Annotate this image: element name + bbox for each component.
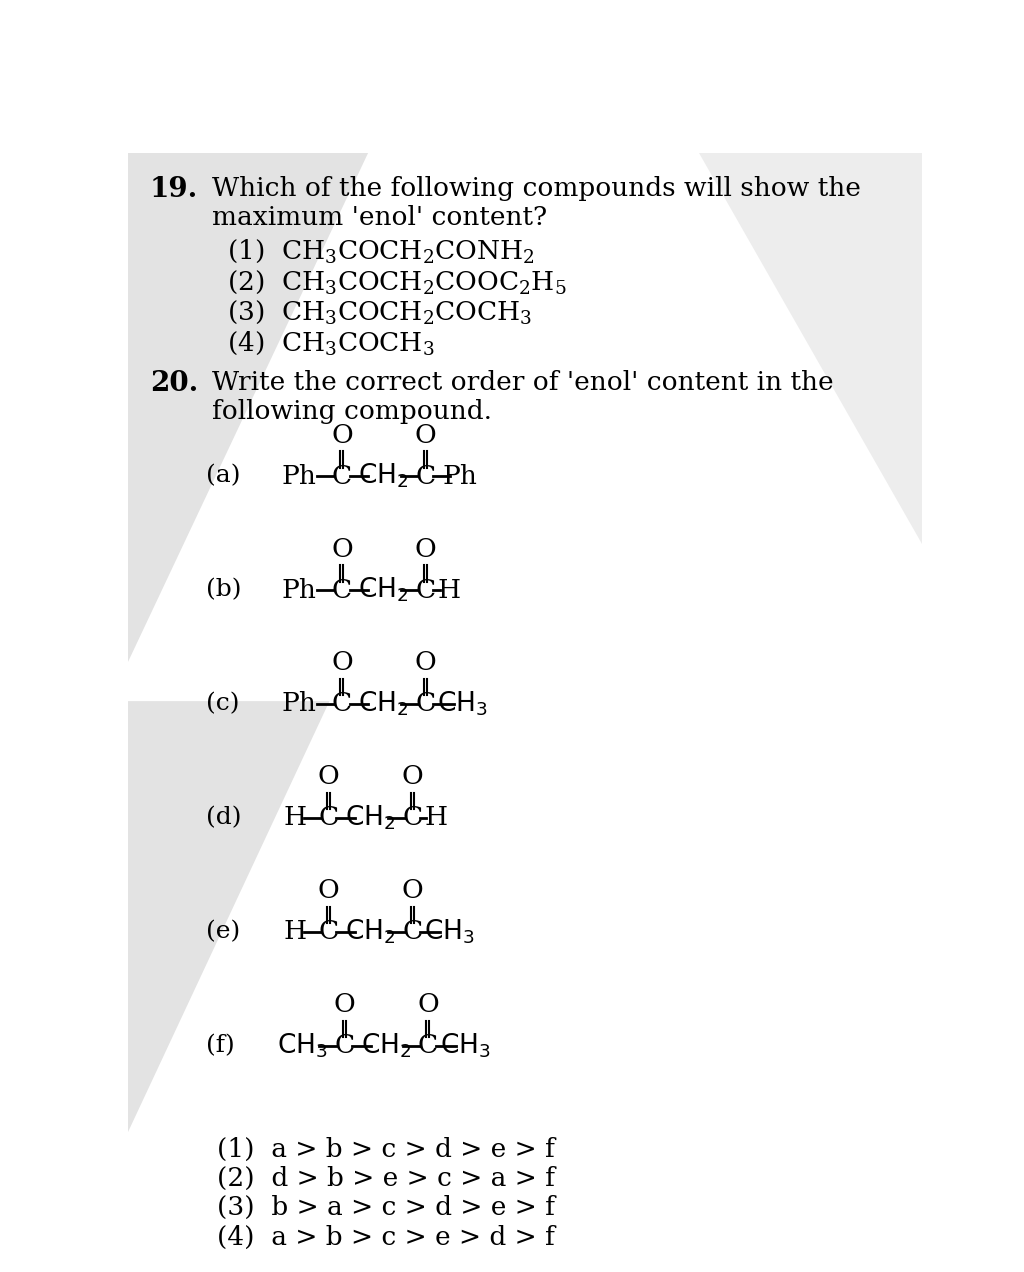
Text: O: O bbox=[317, 879, 340, 903]
Text: C: C bbox=[332, 577, 352, 603]
Text: C: C bbox=[416, 463, 435, 488]
Text: C: C bbox=[334, 1033, 354, 1058]
Text: Which of the following compounds will show the: Which of the following compounds will sh… bbox=[212, 176, 860, 201]
Text: (e): (e) bbox=[206, 921, 240, 944]
Polygon shape bbox=[699, 153, 922, 544]
Text: H: H bbox=[437, 577, 461, 603]
Text: (c): (c) bbox=[206, 692, 239, 715]
Text: (2)  d > b > e > c > a > f: (2) d > b > e > c > a > f bbox=[217, 1166, 555, 1191]
Text: H: H bbox=[424, 805, 447, 831]
Text: O: O bbox=[401, 879, 423, 903]
Text: C: C bbox=[332, 463, 352, 488]
Text: 19.: 19. bbox=[150, 176, 198, 202]
Text: $\mathregular{CH_2}$: $\mathregular{CH_2}$ bbox=[358, 689, 409, 719]
Text: maximum 'enol' content?: maximum 'enol' content? bbox=[212, 205, 547, 230]
Polygon shape bbox=[128, 701, 330, 1132]
Text: C: C bbox=[402, 920, 423, 944]
Text: $\mathregular{CH_2}$: $\mathregular{CH_2}$ bbox=[360, 1032, 412, 1060]
Text: O: O bbox=[331, 422, 353, 448]
Text: O: O bbox=[334, 992, 355, 1018]
Text: $\mathregular{CH_2}$: $\mathregular{CH_2}$ bbox=[345, 917, 396, 946]
Text: C: C bbox=[318, 920, 339, 944]
Text: O: O bbox=[317, 764, 340, 790]
Text: Ph: Ph bbox=[281, 577, 316, 603]
Text: O: O bbox=[417, 992, 439, 1018]
Text: $\mathregular{CH_3}$: $\mathregular{CH_3}$ bbox=[278, 1032, 328, 1060]
Text: Ph: Ph bbox=[281, 463, 316, 488]
Text: $\mathregular{CH_2}$: $\mathregular{CH_2}$ bbox=[358, 462, 409, 490]
Text: C: C bbox=[418, 1033, 438, 1058]
Text: C: C bbox=[416, 577, 435, 603]
Text: O: O bbox=[415, 650, 436, 675]
Text: (b): (b) bbox=[206, 579, 241, 602]
Text: O: O bbox=[415, 422, 436, 448]
Text: following compound.: following compound. bbox=[212, 399, 492, 424]
Text: $\mathregular{CH_3}$: $\mathregular{CH_3}$ bbox=[437, 689, 488, 719]
Text: Ph: Ph bbox=[442, 463, 477, 488]
Text: C: C bbox=[402, 805, 423, 831]
Text: (4)  a > b > c > e > d > f: (4) a > b > c > e > d > f bbox=[217, 1225, 555, 1249]
Text: Ph: Ph bbox=[281, 692, 316, 716]
Text: (2)  $\mathregular{CH_3COCH_2COOC_2H_5}$: (2) $\mathregular{CH_3COCH_2COOC_2H_5}$ bbox=[227, 268, 567, 295]
Text: $\mathregular{CH_2}$: $\mathregular{CH_2}$ bbox=[345, 804, 396, 832]
Text: $\mathregular{CH_3}$: $\mathregular{CH_3}$ bbox=[439, 1032, 490, 1060]
Text: (1)  $\mathregular{CH_3COCH_2CONH_2}$: (1) $\mathregular{CH_3COCH_2CONH_2}$ bbox=[227, 238, 535, 265]
Text: (3)  b > a > c > d > e > f: (3) b > a > c > d > e > f bbox=[217, 1196, 555, 1220]
Text: (3)  $\mathregular{CH_3COCH_2COCH_3}$: (3) $\mathregular{CH_3COCH_2COCH_3}$ bbox=[227, 299, 532, 327]
Text: H: H bbox=[283, 920, 306, 944]
Text: (4)  $\mathregular{CH_3COCH_3}$: (4) $\mathregular{CH_3COCH_3}$ bbox=[227, 329, 435, 357]
Text: O: O bbox=[331, 537, 353, 561]
Text: (a): (a) bbox=[206, 464, 240, 487]
Text: (d): (d) bbox=[206, 806, 241, 829]
Text: C: C bbox=[318, 805, 339, 831]
Text: C: C bbox=[416, 692, 435, 716]
Text: O: O bbox=[415, 537, 436, 561]
Text: O: O bbox=[401, 764, 423, 790]
Text: H: H bbox=[283, 805, 306, 831]
Text: C: C bbox=[332, 692, 352, 716]
Text: (1)  a > b > c > d > e > f: (1) a > b > c > d > e > f bbox=[217, 1137, 555, 1161]
Polygon shape bbox=[128, 153, 369, 661]
Text: (f): (f) bbox=[206, 1034, 234, 1057]
Text: $\mathregular{CH_3}$: $\mathregular{CH_3}$ bbox=[424, 917, 475, 946]
Text: 20.: 20. bbox=[150, 370, 198, 397]
Text: Write the correct order of 'enol' content in the: Write the correct order of 'enol' conten… bbox=[212, 370, 834, 394]
Text: O: O bbox=[331, 650, 353, 675]
Text: $\mathregular{CH_2}$: $\mathregular{CH_2}$ bbox=[358, 576, 409, 604]
